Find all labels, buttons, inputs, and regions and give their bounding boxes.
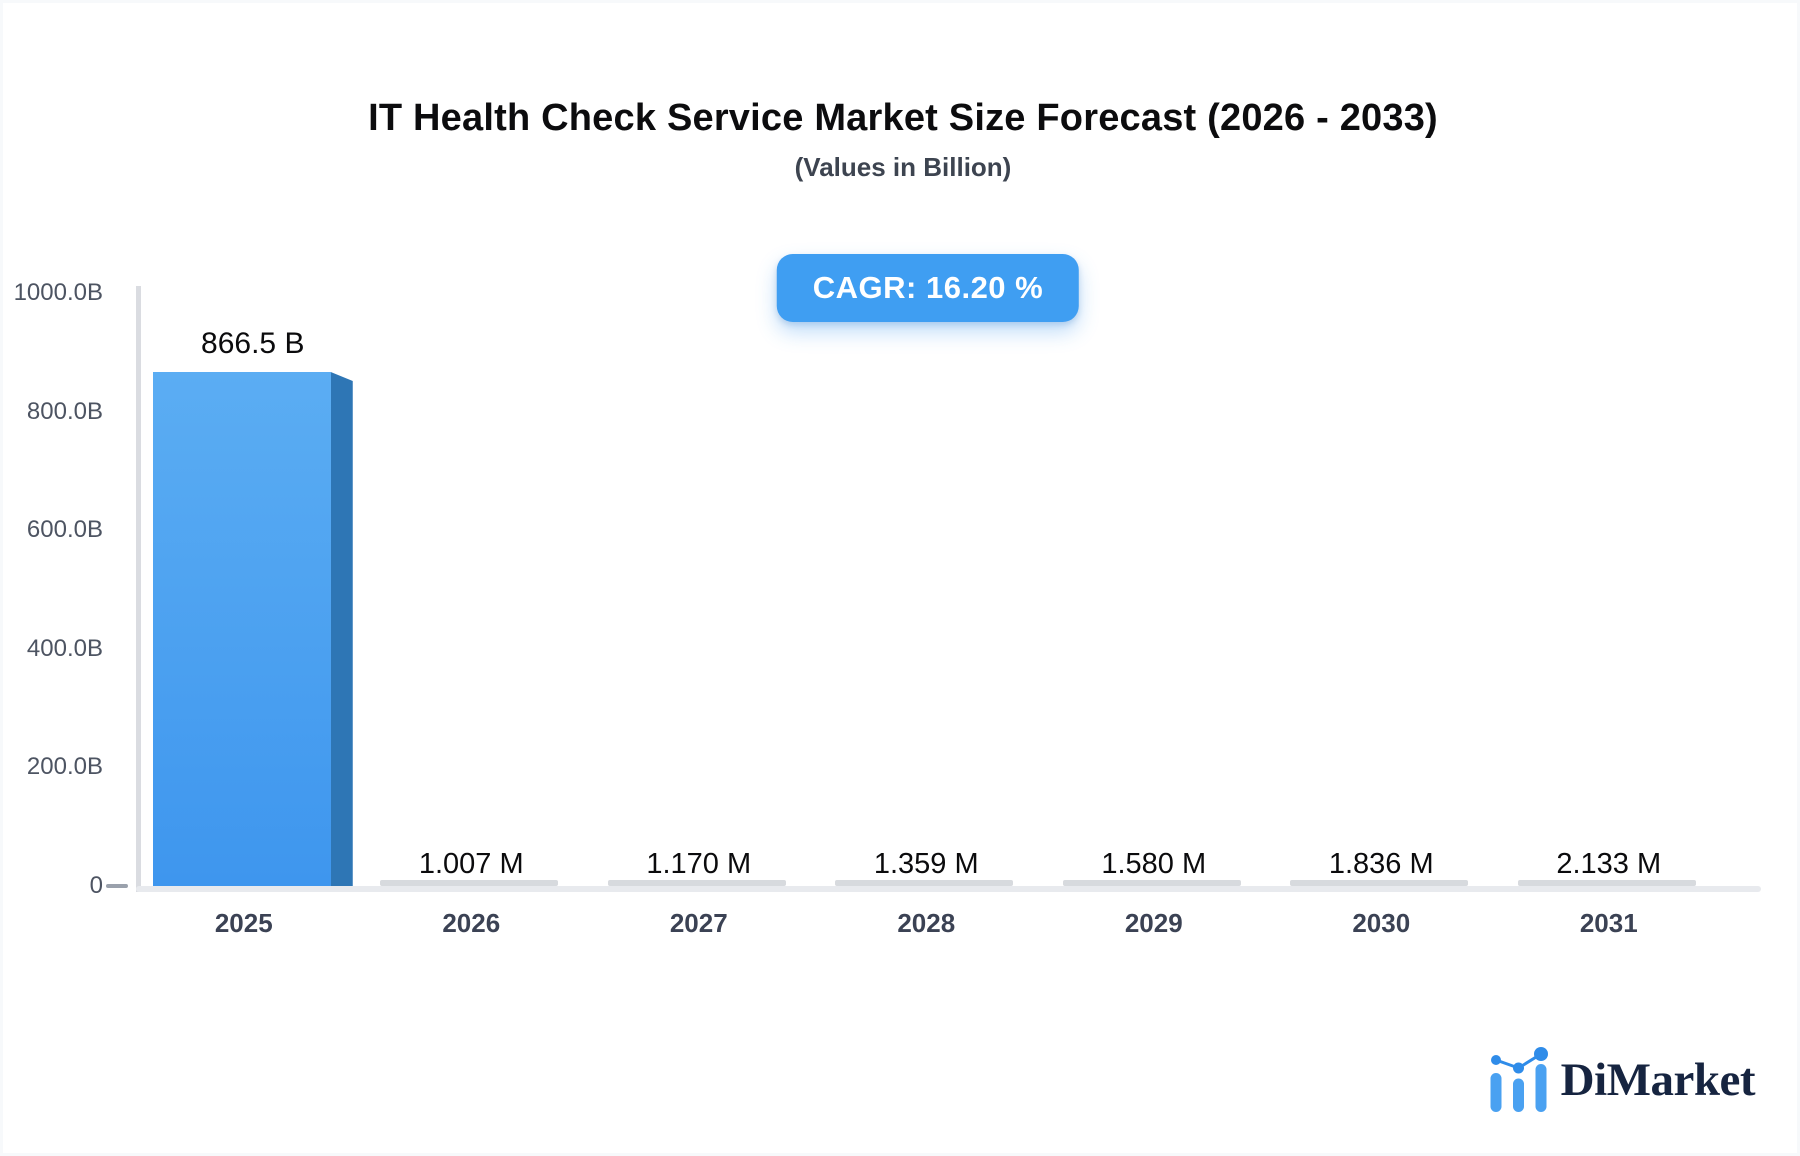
bar-label-2030: 1.836 M (1328, 848, 1434, 880)
y-axis-line (136, 286, 141, 892)
y-tick-1000: 1000.0B (13, 279, 103, 306)
chart-subtitle: (Values in Billion) (794, 152, 1012, 182)
y-tick-800: 800.0B (26, 398, 103, 425)
bar-label-2028: 1.359 M (873, 848, 979, 880)
tiny-bar-2029 (1062, 880, 1241, 886)
brand-logo: DiMarket (1490, 1047, 1756, 1113)
bar-chart: 1000.0B 800.0B 600.0B 400.0B 200.0B 0 866.5 B 2… (3, 3, 1797, 1153)
bar-label-2026: 1.007 M (418, 848, 524, 880)
bar-label-2031: 2.133 M (1556, 848, 1662, 880)
bar-label-2027: 1.170 M (646, 848, 752, 880)
tiny-bar-2028 (835, 880, 1014, 886)
zero-tick-dash (106, 884, 128, 888)
bar-label-2029: 1.580 M (1101, 848, 1207, 880)
bar-2025 (152, 372, 331, 886)
cagr-badge: CAGR: 16.20 % (776, 254, 1080, 322)
y-tick-200: 200.0B (26, 753, 103, 780)
x-label-2027: 2027 (669, 908, 728, 938)
chart-title: IT Health Check Service Market Size Fore… (368, 97, 1438, 139)
y-tick-600: 600.0B (26, 516, 103, 543)
x-label-2025: 2025 (214, 908, 273, 938)
tiny-bar-2027 (607, 880, 786, 886)
bar-chart-trend-icon (1490, 1047, 1548, 1112)
y-tick-0: 0 (89, 872, 103, 899)
y-tick-400: 400.0B (26, 635, 103, 662)
tiny-bar-2026 (380, 880, 559, 886)
tiny-bar-2030 (1290, 880, 1469, 886)
brand-name: DiMarket (1560, 1054, 1756, 1106)
bar-side-2025 (330, 372, 353, 886)
x-label-2026: 2026 (442, 908, 501, 938)
x-label-2028: 2028 (897, 908, 956, 938)
bar-label-2025: 866.5 B (201, 327, 305, 360)
x-baseline (136, 886, 1761, 892)
tiny-bar-2031 (1517, 880, 1696, 886)
x-label-2030: 2030 (1352, 908, 1411, 938)
x-label-2031: 2031 (1579, 908, 1638, 938)
x-label-2029: 2029 (1124, 908, 1183, 938)
